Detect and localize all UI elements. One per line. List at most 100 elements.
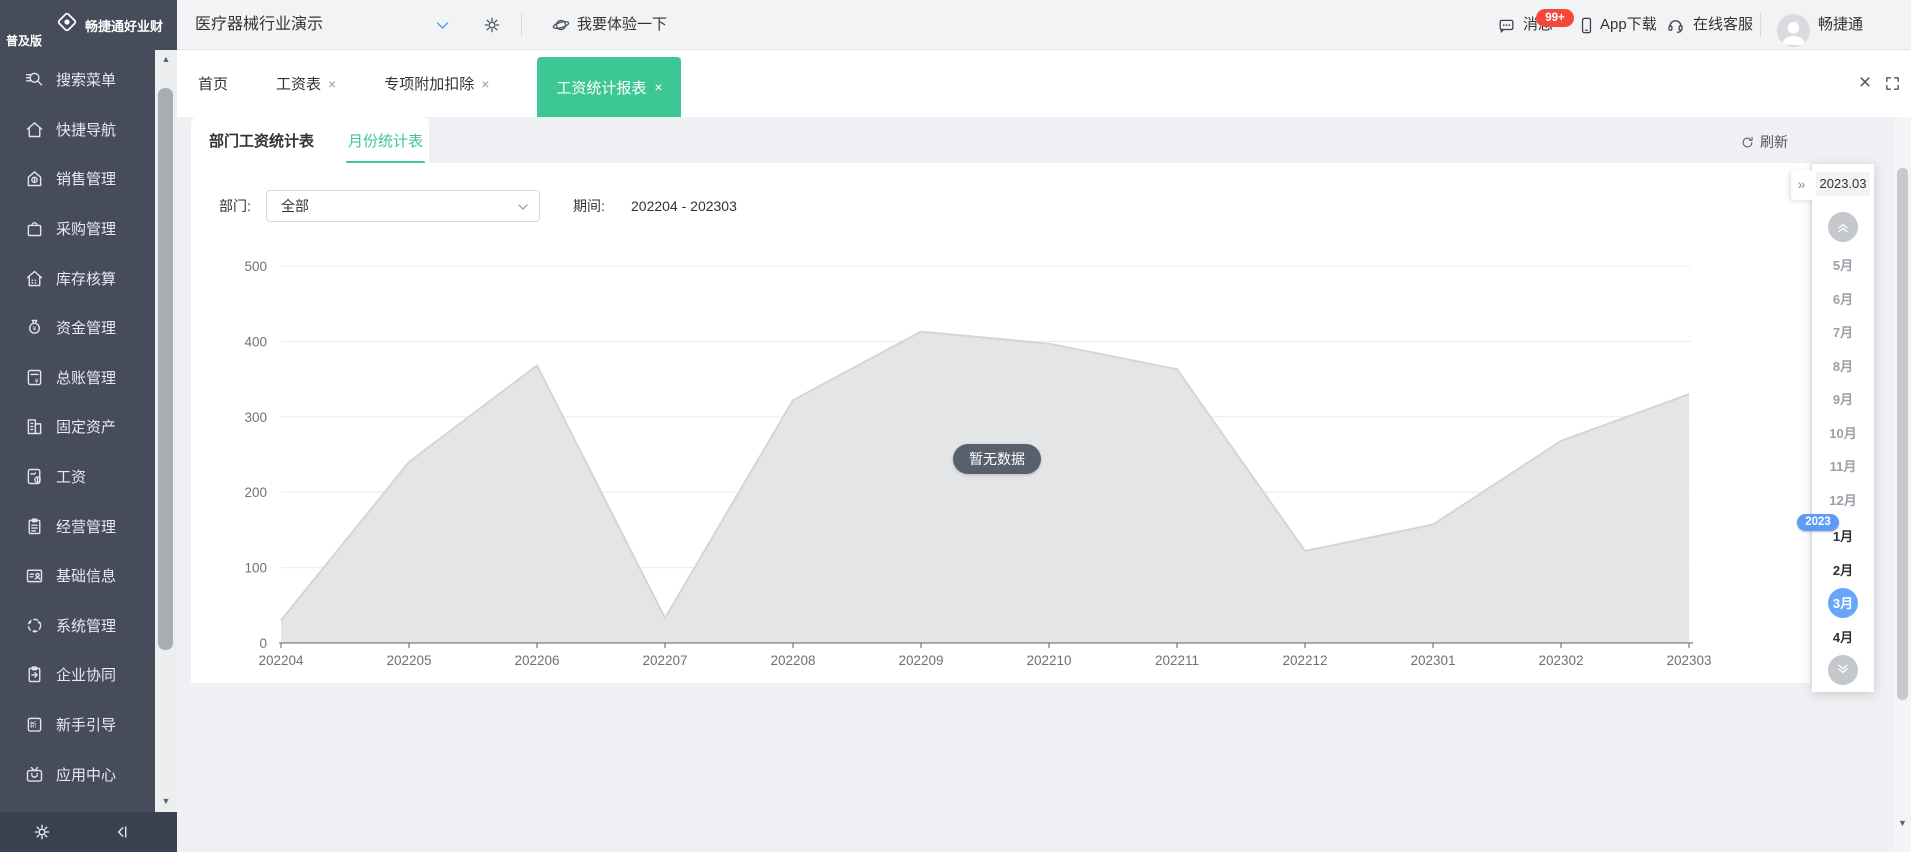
app-download-link[interactable]: App下载 [1600,16,1657,33]
sidebar-item-label: 资金管理 [56,320,117,338]
moneybag-icon [24,317,45,338]
sidebar-item-operations-mgmt[interactable]: 经营管理 [0,501,155,551]
person-icon [1777,14,1810,47]
sidebar-item-system-mgmt[interactable]: 系统管理 [0,601,155,651]
sidebar-item-quick-nav[interactable]: 快捷导航 [0,105,155,155]
sidebar-item-base-info[interactable]: 基础信息 [0,551,155,601]
page-scroll-down-icon[interactable]: ▼ [1898,818,1907,828]
department-filter-label: 部门: [219,198,251,214]
month-item[interactable]: 5月 [1832,258,1854,274]
svg-text:500: 500 [244,259,267,274]
sidebar-item-fixed-assets[interactable]: 固定资产 [0,402,155,452]
month-item[interactable]: 10月 [1829,425,1857,441]
settings-gear-icon[interactable] [32,822,52,842]
department-select[interactable]: 全部 [266,190,540,222]
sidebar-item-funds-mgmt[interactable]: 资金管理 [0,303,155,353]
subtab-month-salary-report[interactable]: 月份统计表 [346,130,426,164]
svg-text:202206: 202206 [514,653,559,668]
sidebar-item-label: 搜索菜单 [56,72,117,90]
month-scroll-down-button[interactable] [1828,655,1858,685]
svg-text:202205: 202205 [386,653,431,668]
sidebar-item-newbie-guide[interactable]: 新手引导 [0,700,155,750]
sidebar-item-search-menu[interactable]: 搜索菜单 [0,55,155,105]
month-item[interactable]: 1月 [1832,529,1854,545]
year-badge: 2023 [1797,514,1839,531]
tab-special-deduction[interactable]: 专项附加扣除 × [384,73,489,94]
panel-expand-icon[interactable]: » [1791,170,1812,200]
tv-icon [24,764,45,785]
select-chevron-down-icon [516,200,530,214]
app-edition-label: 普及版 [6,34,43,48]
experience-link[interactable]: 我要体验一下 [577,16,668,33]
sidebar-item-label: 工资 [56,469,87,487]
refresh-icon [1740,135,1755,150]
close-icon[interactable]: × [1858,71,1872,94]
svg-text:202212: 202212 [1282,653,1327,668]
header-gear-icon[interactable] [482,15,502,35]
refresh-button[interactable]: 刷新 [1740,131,1788,153]
svg-text:0: 0 [259,636,267,651]
month-scroll-up-button[interactable] [1828,212,1858,242]
page-scrollbar-thumb[interactable] [1897,168,1908,700]
sidebar-item-sales-mgmt[interactable]: 销售管理 [0,154,155,204]
month-item[interactable]: 7月 [1832,325,1854,341]
sidebar-item-app-center[interactable]: 应用中心 [0,749,155,799]
month-item-selected[interactable]: 3月 [1828,587,1858,618]
tab-salary-report[interactable]: 工资统计报表 × [537,57,682,117]
app-logo-title: 畅捷通好业财 [85,19,164,34]
app-download-icon[interactable] [1577,16,1596,35]
tab-close-icon[interactable]: × [481,75,490,92]
tab-home[interactable]: 首页 [198,73,228,94]
svg-text:202301: 202301 [1410,653,1455,668]
svg-text:202302: 202302 [1538,653,1583,668]
tab-label: 首页 [198,76,229,93]
svg-text:202211: 202211 [1155,653,1199,668]
avatar[interactable] [1777,14,1810,47]
month-salary-area-chart: 202204 202205 202206 202207 202208 202209 2022… [244,259,1711,668]
month-item[interactable]: 6月 [1832,291,1854,307]
sidebar-item-label: 基础信息 [56,568,117,586]
month-item[interactable]: 11月 [1829,459,1857,475]
subtab-dept-salary-report[interactable]: 部门工资统计表 [209,132,315,150]
chevron-down-icon[interactable] [434,17,451,34]
online-service-icon[interactable] [1666,16,1685,35]
messages-icon[interactable] [1497,16,1516,35]
app-logo: 畅捷通好业财 [0,0,163,50]
tab-close-icon[interactable]: × [654,79,663,95]
sidebar-item-salary[interactable]: 工资 [0,452,155,502]
company-selector[interactable]: 医疗器械行业演示 [195,16,324,33]
sidebar-item-label: 系统管理 [56,617,117,635]
search-icon [24,69,45,90]
sidebar-item-label: 采购管理 [56,221,117,239]
month-item[interactable]: 4月 [1832,629,1854,645]
fullscreen-icon[interactable] [1884,75,1901,92]
app-logo-icon [54,9,80,35]
sidebar-scroll-down-icon[interactable]: ▼ [161,796,171,806]
svg-text:202208: 202208 [770,653,815,668]
month-item[interactable]: 8月 [1832,358,1854,374]
online-service-link[interactable]: 在线客服 [1693,16,1754,33]
store-icon [24,168,45,189]
report-subtabs: 部门工资统计表 月份统计表 [191,117,429,164]
tab-close-icon[interactable]: × [328,75,337,92]
sidebar: 畅捷通好业财 普及版 搜索菜单快捷导航 销售管理采购管理库存核算资金管理总账管理固… [0,0,177,852]
sidebar-scrollbar-thumb[interactable] [158,88,173,650]
tab-label: 工资统计报表 [556,79,647,97]
sync-icon [24,615,45,636]
collapse-sidebar-icon[interactable] [112,822,132,842]
home-icon [24,119,45,140]
sidebar-footer [0,812,177,852]
month-item[interactable]: 9月 [1832,392,1854,408]
sidebar-scroll-up-icon[interactable]: ▲ [161,54,171,64]
month-item[interactable]: 2月 [1832,562,1854,578]
open-tabs: 首页 工资表 × 专项附加扣除 × 工资统计报表 × [198,50,682,117]
tab-label: 工资表 [276,76,322,93]
sidebar-item-general-ledger[interactable]: 总账管理 [0,353,155,403]
sidebar-item-enterprise-collab[interactable]: 企业协同 [0,650,155,700]
top-header [177,0,1911,50]
sidebar-item-inventory-account[interactable]: 库存核算 [0,253,155,303]
sidebar-item-purchase-mgmt[interactable]: 采购管理 [0,204,155,254]
month-item[interactable]: 12月 [1829,492,1857,508]
double-chevron-up-icon [1835,219,1851,235]
tab-salary-sheet[interactable]: 工资表 × [276,73,336,94]
